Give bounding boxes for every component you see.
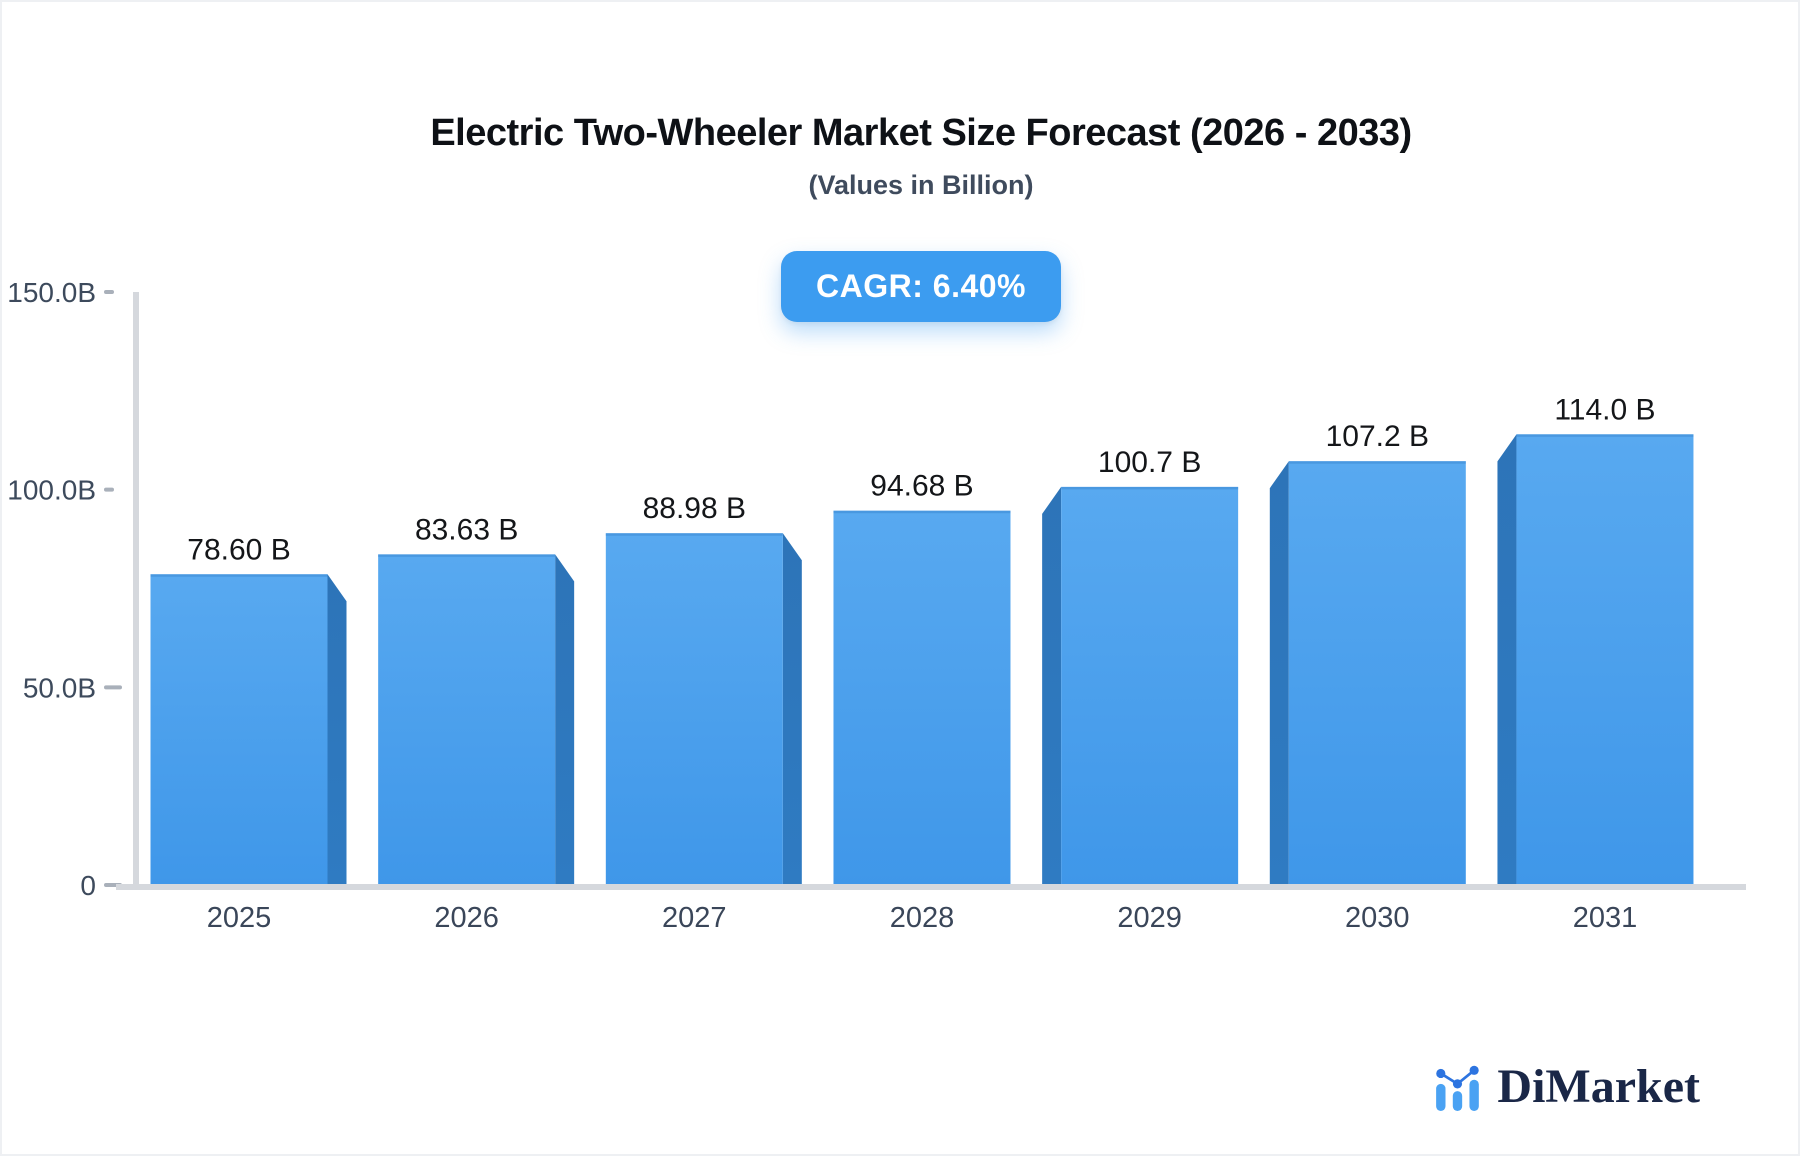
bar-2025 [150, 574, 328, 885]
bar-top-edge [833, 510, 1011, 514]
x-axis-line [116, 884, 1746, 890]
bar-top-edge [1061, 486, 1239, 490]
x-axis-label: 2025 [207, 902, 272, 934]
bar-value-label: 88.98 B [643, 492, 746, 525]
bar-value-label: 114.0 B [1554, 393, 1655, 426]
bar-2029 [1061, 486, 1239, 885]
bar-top-edge [150, 574, 328, 577]
bar-top-edge [1516, 434, 1694, 437]
x-axis-label: 2026 [434, 902, 499, 934]
x-axis-label: 2030 [1345, 902, 1410, 934]
bar-2030 [1288, 461, 1466, 885]
bar-side-face [782, 533, 802, 885]
bar-side-face [1042, 486, 1062, 885]
bar-chart-icon [1436, 1065, 1480, 1111]
bar-2031 [1516, 434, 1694, 885]
cagr-badge: CAGR: 6.40% [781, 251, 1061, 322]
page-title: Electric Two-Wheeler Market Size Forecas… [430, 112, 1412, 154]
bar-value-label: 78.60 B [187, 533, 290, 566]
bar-2028 [833, 510, 1011, 885]
dimarket-logo: DiMarket [1433, 1062, 1700, 1112]
bar-2027 [605, 533, 783, 885]
x-axis-label: 2031 [1573, 902, 1638, 934]
x-axis-label: 2027 [662, 902, 727, 934]
y-axis-label: 150.0B [7, 277, 96, 308]
logo-wordmark: DiMarket [1497, 1060, 1700, 1113]
y-tick-mark [104, 487, 114, 492]
bar-side-face [555, 554, 575, 885]
x-axis-label: 2029 [1117, 902, 1182, 934]
bar-side-face [1497, 434, 1517, 885]
y-axis-label: 100.0B [7, 475, 96, 506]
bar-value-label: 94.68 B [870, 470, 973, 503]
bar-2026 [378, 554, 556, 885]
bar-top-edge [605, 533, 783, 536]
bar-side-face [327, 574, 347, 885]
bar-top-edge [378, 554, 556, 557]
bar-value-label: 100.7 B [1098, 446, 1201, 479]
bar-top-edge [1288, 461, 1466, 464]
y-tick-mark [104, 290, 114, 294]
x-axis-label: 2028 [890, 902, 955, 934]
bar-side-face [1269, 461, 1289, 885]
bar-value-label: 83.63 B [415, 513, 518, 546]
y-axis-label: 50.0B [23, 672, 96, 703]
y-axis-label: 0 [80, 870, 96, 901]
y-tick-mark [104, 685, 122, 690]
y-axis-line [133, 292, 139, 890]
page-subtitle: (Values in Billion) [808, 170, 1034, 200]
bar-value-label: 107.2 B [1326, 420, 1429, 453]
